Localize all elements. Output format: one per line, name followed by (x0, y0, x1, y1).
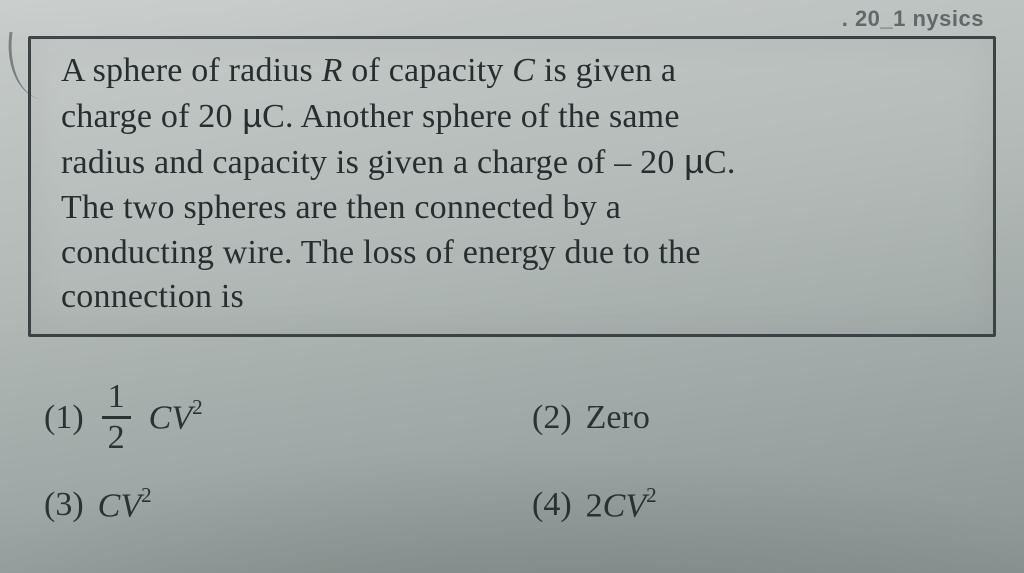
q-line3-post: C. (704, 144, 736, 181)
q-line1-mid: of capacity (343, 52, 513, 89)
option-2[interactable]: (2) Zero (532, 380, 980, 455)
page-root: . 20_1 nysics A sphere of radius R of ca… (0, 0, 1024, 573)
q-line2-mid: C. Another sphere of the same (262, 98, 679, 135)
q-line4: The two spheres are then connected by a (61, 189, 621, 226)
fraction-top: 1 (102, 380, 131, 419)
option-3[interactable]: (3) CV2 (44, 485, 492, 525)
sq-4: 2 (646, 483, 657, 507)
option-2-text: Zero (586, 399, 650, 437)
options-grid: (1) 1 2 CV2 (2) Zero (3) CV2 (4) 2CV2 (44, 380, 980, 525)
q-line1-post: is given a (535, 52, 676, 89)
page-header-fragment: . 20_1 nysics (842, 6, 984, 32)
cv-3: CV (98, 487, 141, 524)
question-text: A sphere of radius R of capacity C is gi… (61, 49, 975, 320)
sq-3: 2 (141, 483, 152, 507)
option-4[interactable]: (4) 2CV2 (532, 485, 980, 525)
option-2-number: (2) (532, 399, 572, 437)
option-1-expr: CV2 (149, 397, 203, 437)
option-4-number: (4) (532, 486, 572, 524)
coef-2: 2 (586, 487, 603, 524)
q-line6: connection is (61, 278, 244, 315)
question-box: A sphere of radius R of capacity C is gi… (28, 36, 996, 337)
option-3-expr: CV2 (98, 485, 152, 525)
unit-mu-1: µ (233, 97, 262, 135)
cv-1: CV (149, 400, 192, 437)
option-3-number: (3) (44, 486, 84, 524)
q-line5: conducting wire. The loss of energy due … (61, 234, 701, 271)
q-line1-pre: A sphere of radius (61, 52, 322, 89)
option-1[interactable]: (1) 1 2 CV2 (44, 380, 492, 455)
unit-mu-2: µ (675, 143, 704, 181)
fraction-half: 1 2 (102, 380, 131, 455)
option-1-number: (1) (44, 399, 84, 437)
var-C: C (512, 52, 535, 89)
fraction-bot: 2 (102, 419, 131, 455)
q-line2-pre: charge of 20 (61, 98, 233, 135)
var-R: R (322, 52, 343, 89)
sq-1: 2 (192, 395, 203, 419)
option-4-expr: 2CV2 (586, 485, 657, 525)
q-line3-pre: radius and capacity is given a charge of… (61, 144, 675, 181)
cv-4: CV (603, 487, 646, 524)
